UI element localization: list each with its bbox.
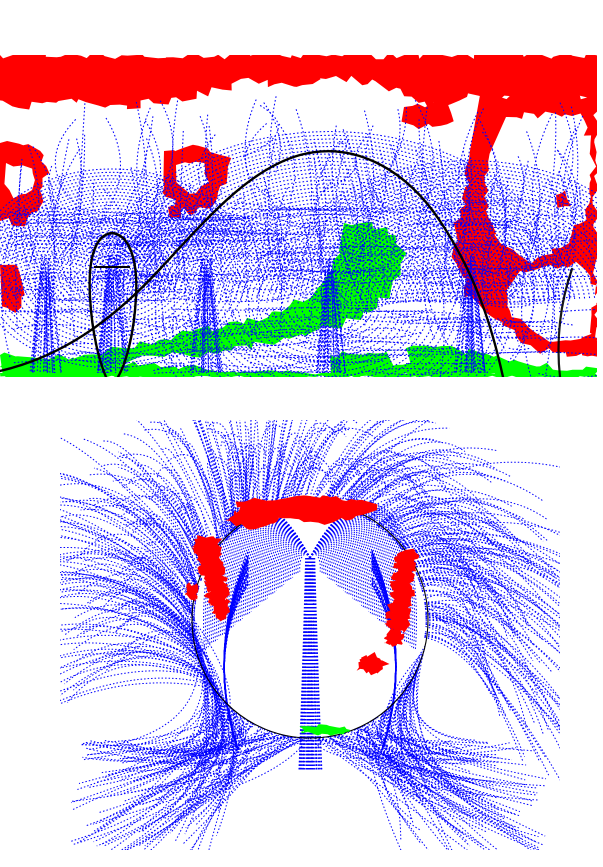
sphere-footpoints [185,495,420,736]
connectivity-map-panel [0,55,597,377]
field-line-graphic [60,420,560,850]
map-field-lines [0,96,597,377]
sphere-field-lines [60,420,560,850]
connectivity-map-graphic [0,55,597,377]
field-line-panel [60,420,560,850]
map-separatrix-curves [0,150,574,377]
